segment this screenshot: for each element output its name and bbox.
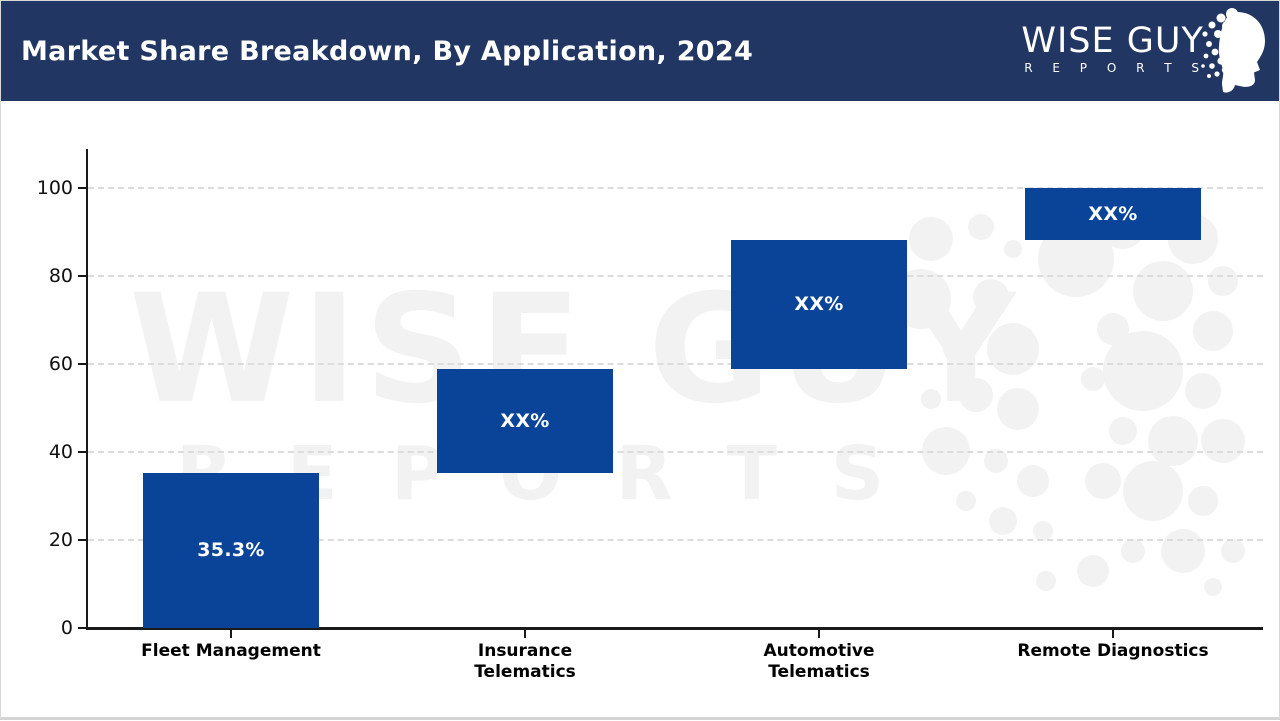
y-tick-label-20: 20 — [48, 529, 73, 551]
gridline-40 — [88, 451, 1263, 453]
y-tick-label-80: 80 — [48, 265, 73, 287]
y-tick-label-60: 60 — [48, 353, 73, 375]
waterfall-bar-4: XX% — [1025, 188, 1201, 240]
bar-value-label-1: 35.3% — [197, 539, 265, 562]
x-category-label-line: Fleet Management — [141, 641, 321, 661]
logo-wordmark: WISE GUY — [1021, 20, 1204, 61]
x-category-label-2: Insurance Telematics — [385, 641, 665, 683]
gridline-60 — [88, 363, 1263, 365]
bar-value-label-2: XX% — [500, 409, 550, 432]
y-tick-100 — [78, 187, 87, 189]
logo-text: WISE GUY R E P O R T S — [1018, 20, 1207, 76]
gridline-80 — [88, 275, 1263, 277]
bar-value-label-3: XX% — [794, 293, 844, 316]
y-tick-label-0: 0 — [60, 617, 73, 639]
waterfall-bar-1: 35.3% — [143, 472, 319, 628]
gridline-100 — [88, 187, 1263, 189]
waterfall-bar-2: XX% — [437, 368, 613, 473]
x-category-label-line: Telematics — [768, 662, 870, 682]
bar-value-label-4: XX% — [1088, 202, 1138, 225]
y-tick-60 — [78, 363, 87, 365]
y-tick-0 — [78, 627, 87, 629]
x-tick-1 — [230, 630, 232, 638]
x-category-label-1: Fleet Management — [91, 641, 371, 662]
y-axis-line — [86, 149, 88, 630]
x-tick-4 — [1112, 630, 1114, 638]
y-tick-label-100: 100 — [36, 177, 73, 199]
x-category-label-line: Telematics — [474, 662, 576, 682]
x-category-label-3: Automotive Telematics — [679, 641, 959, 683]
x-category-label-4: Remote Diagnostics — [973, 641, 1253, 662]
logo-head-icon — [1201, 8, 1265, 93]
logo-subtext: R E P O R T S — [1024, 61, 1207, 76]
page-title: Market Share Breakdown, By Application, … — [21, 35, 754, 67]
x-tick-3 — [818, 630, 820, 638]
y-tick-label-40: 40 — [48, 441, 73, 463]
x-category-label-line: Automotive — [763, 641, 875, 661]
x-tick-2 — [524, 630, 526, 638]
wise-guy-logo: WISE GUY R E P O R T S — [1018, 5, 1269, 97]
x-axis-line — [86, 627, 1263, 630]
waterfall-bar-3: XX% — [731, 239, 907, 369]
x-category-label-line: Remote Diagnostics — [1017, 641, 1209, 661]
y-tick-40 — [78, 451, 87, 453]
x-category-label-line: Insurance — [477, 641, 573, 661]
y-tick-20 — [78, 539, 87, 541]
gridline-20 — [88, 539, 1263, 541]
header-bar: Market Share Breakdown, By Application, … — [1, 1, 1279, 101]
y-tick-80 — [78, 275, 87, 277]
